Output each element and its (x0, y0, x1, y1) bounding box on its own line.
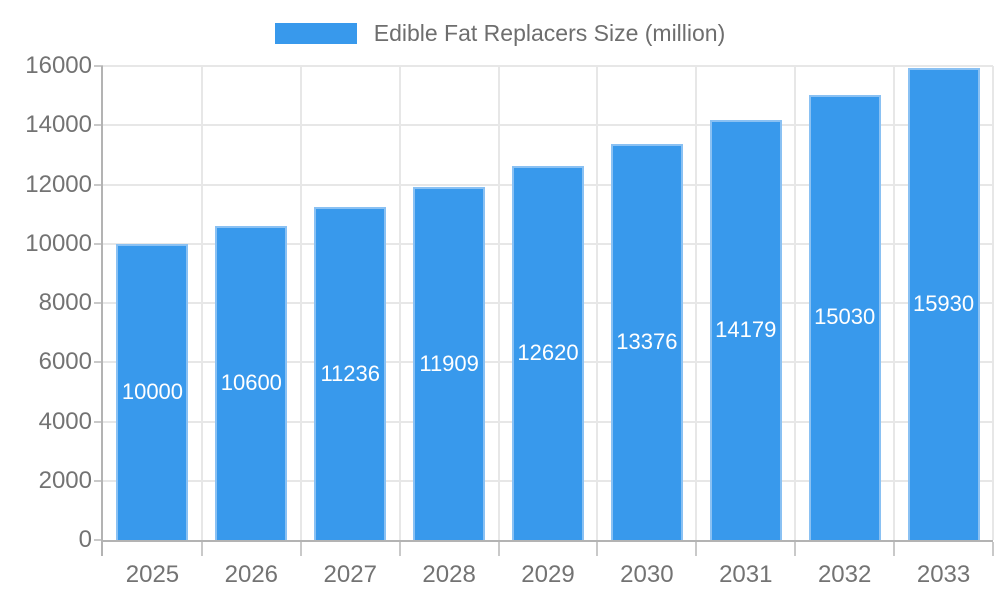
bar-2025[interactable] (116, 243, 189, 540)
x-tick-label: 2032 (817, 561, 872, 588)
y-tick-label: 8000 (38, 289, 92, 316)
y-tick (94, 539, 103, 541)
y-tick-label: 16000 (25, 52, 92, 79)
y-tick-label: 14000 (25, 111, 92, 139)
y-tick (94, 124, 103, 127)
bar-2030[interactable] (610, 143, 683, 540)
bar-2028[interactable] (413, 187, 486, 540)
x-tick-label: 2026 (224, 561, 279, 588)
y-tick (94, 242, 103, 245)
y-gridline (103, 65, 993, 67)
legend-item[interactable]: Edible Fat Replacers Size (million) (0, 18, 1000, 48)
x-tick (497, 542, 500, 556)
y-gridline (103, 124, 993, 127)
y-tick-label: 2000 (38, 466, 92, 494)
y-tick (94, 183, 103, 186)
y-tick-label: 0 (78, 526, 92, 553)
bar-2031[interactable] (709, 119, 782, 540)
x-gridline (794, 66, 797, 540)
x-tick-label: 2030 (620, 561, 674, 588)
x-tick-label: 2028 (422, 561, 476, 588)
x-gridline (398, 66, 401, 540)
x-tick-label: 2033 (916, 561, 971, 588)
y-tick-label: 10000 (25, 229, 92, 257)
x-tick (992, 542, 994, 556)
y-tick-label: 4000 (38, 407, 92, 435)
bar-2026[interactable] (215, 225, 288, 540)
y-tick (94, 479, 103, 482)
y-tick (94, 65, 103, 67)
bar-2029[interactable] (512, 166, 584, 540)
legend-swatch-icon (274, 22, 357, 44)
x-tick (596, 542, 599, 556)
y-tick (94, 361, 103, 364)
legend-label: Edible Fat Replacers Size (million) (373, 20, 726, 46)
x-gridline (497, 66, 500, 540)
x-tick (200, 542, 203, 556)
bar-2027[interactable] (314, 207, 387, 540)
y-tick (94, 420, 103, 423)
x-tick-label: 2029 (521, 561, 575, 588)
x-axis-line (101, 540, 993, 542)
x-tick-label: 2025 (125, 561, 180, 588)
x-tick-label: 2031 (719, 561, 773, 588)
y-tick-label: 6000 (38, 348, 92, 376)
x-gridline (596, 66, 599, 540)
x-tick (794, 542, 797, 556)
bar-2032[interactable] (808, 94, 881, 540)
x-gridline (992, 66, 994, 540)
x-tick-label: 2027 (323, 561, 377, 588)
x-tick (695, 542, 698, 556)
bar-2033[interactable] (907, 68, 980, 540)
x-gridline (893, 66, 896, 540)
x-tick (299, 542, 302, 556)
y-tick (94, 302, 103, 304)
y-tick-label: 12000 (25, 170, 92, 198)
x-gridline (299, 66, 302, 540)
x-tick (398, 542, 401, 556)
y-axis-line (101, 66, 103, 556)
x-tick (893, 542, 896, 556)
x-gridline (200, 66, 203, 540)
x-gridline (695, 66, 698, 540)
